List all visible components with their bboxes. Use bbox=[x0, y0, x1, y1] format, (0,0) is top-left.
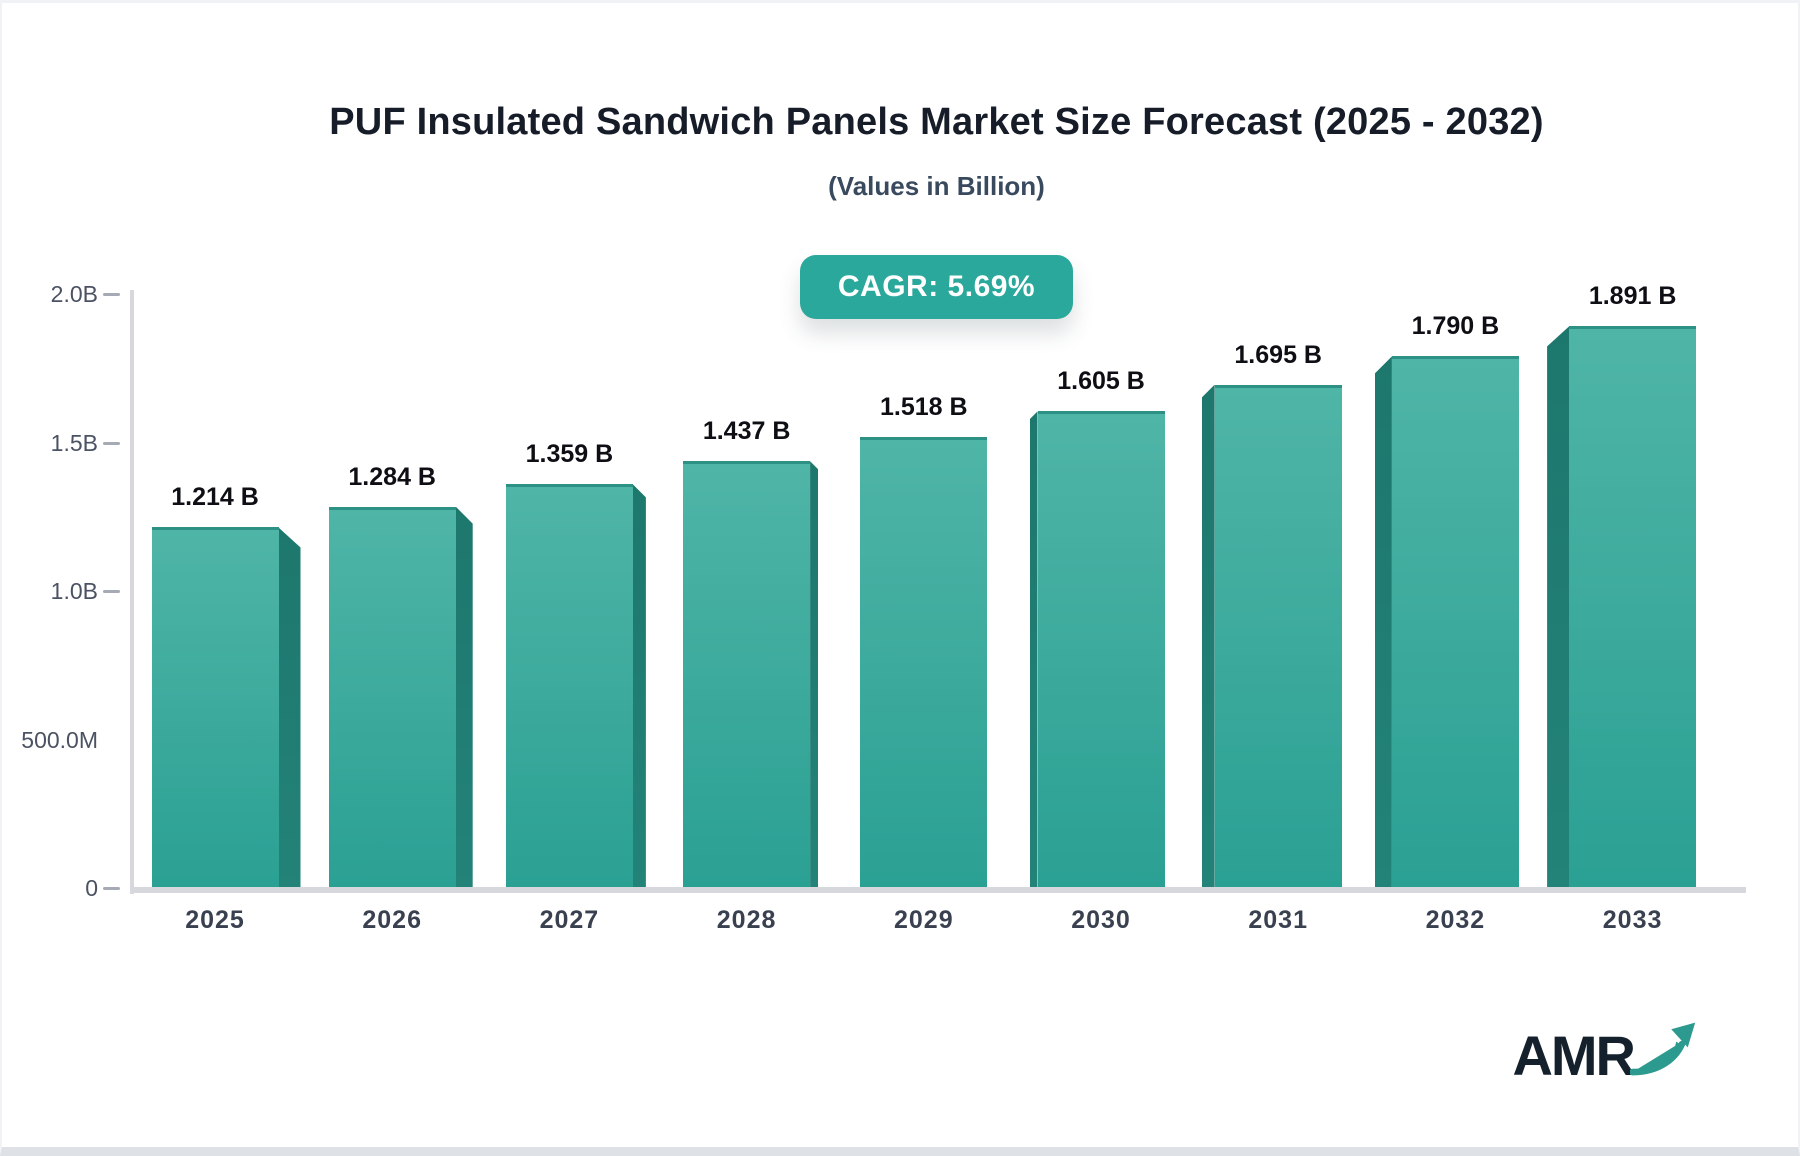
bar-side-face bbox=[1201, 384, 1215, 888]
y-axis-tick-mark bbox=[103, 441, 120, 445]
y-axis-line bbox=[130, 290, 134, 894]
y-axis-tick-label: 1.5B bbox=[50, 429, 98, 456]
bar-2030 bbox=[1037, 411, 1165, 890]
x-axis-label-2028: 2028 bbox=[716, 906, 777, 934]
bar-side-face bbox=[1374, 356, 1392, 888]
bar-2033 bbox=[1569, 326, 1697, 890]
plot-area: 2.0B 1.5B 1.0B 500.0M 0 1.214 B 2025 1.284 B 202… bbox=[2, 3, 1798, 1147]
bar-2025 bbox=[151, 527, 279, 890]
bar-value-label: 1.359 B bbox=[525, 440, 614, 469]
bar-value-label: 1.214 B bbox=[171, 483, 259, 512]
y-axis-tick-label: 2.0B bbox=[50, 281, 98, 307]
x-axis-label-2030: 2030 bbox=[1071, 906, 1131, 934]
bar-2028 bbox=[683, 461, 811, 890]
amr-logo: AMR bbox=[1512, 1022, 1696, 1089]
bar-2032 bbox=[1391, 356, 1519, 890]
bar-value-label: 1.605 B bbox=[1057, 367, 1145, 396]
x-axis-label-2031: 2031 bbox=[1248, 906, 1308, 934]
page-title: PUF Insulated Sandwich Panels Market Siz… bbox=[329, 101, 1544, 143]
bar-side-face bbox=[810, 461, 819, 888]
bar-side-face bbox=[278, 527, 301, 888]
bar-side-face bbox=[632, 484, 646, 888]
bar-value-label: 1.695 B bbox=[1234, 340, 1322, 369]
cagr-badge-wrap: CAGR: 5.69% bbox=[133, 255, 1740, 319]
bar-value-label: 1.284 B bbox=[348, 462, 436, 491]
amr-logo-text: AMR bbox=[1512, 1024, 1636, 1087]
bar-value-label: 1.437 B bbox=[702, 417, 791, 446]
bar-side-face bbox=[1547, 326, 1570, 888]
y-axis-tick-label: 500.0M bbox=[21, 726, 98, 753]
bar-2026 bbox=[328, 506, 456, 890]
y-axis-tick-mark bbox=[103, 887, 120, 890]
bar-2029 bbox=[860, 437, 988, 890]
y-axis-tick-label: 1.0B bbox=[50, 578, 98, 604]
cagr-badge: CAGR: 5.69% bbox=[799, 255, 1074, 319]
bar-side-face bbox=[455, 506, 473, 888]
y-axis-tick-mark bbox=[103, 293, 120, 296]
bar-2031 bbox=[1214, 384, 1342, 890]
bar-value-label: 1.518 B bbox=[880, 393, 968, 422]
chart-subtitle: (Values in Billion) bbox=[828, 171, 1045, 201]
bar-value-label: 1.891 B bbox=[1588, 282, 1677, 311]
trend-up-arrow-icon bbox=[1629, 1018, 1696, 1085]
x-axis-line bbox=[130, 887, 1746, 893]
bar-side-face bbox=[1029, 411, 1038, 888]
x-axis-label-2026: 2026 bbox=[362, 906, 422, 934]
bar-value-label: 1.790 B bbox=[1411, 312, 1500, 341]
y-axis-tick-label: 0 bbox=[85, 875, 98, 901]
x-axis-label-2027: 2027 bbox=[539, 906, 600, 934]
x-axis-label-2032: 2032 bbox=[1425, 906, 1486, 934]
x-axis-label-2025: 2025 bbox=[185, 906, 245, 934]
bar-2027 bbox=[505, 484, 633, 890]
y-axis-tick-mark bbox=[103, 590, 120, 593]
x-axis-label-2033: 2033 bbox=[1602, 906, 1663, 934]
x-axis-label-2029: 2029 bbox=[893, 906, 954, 934]
